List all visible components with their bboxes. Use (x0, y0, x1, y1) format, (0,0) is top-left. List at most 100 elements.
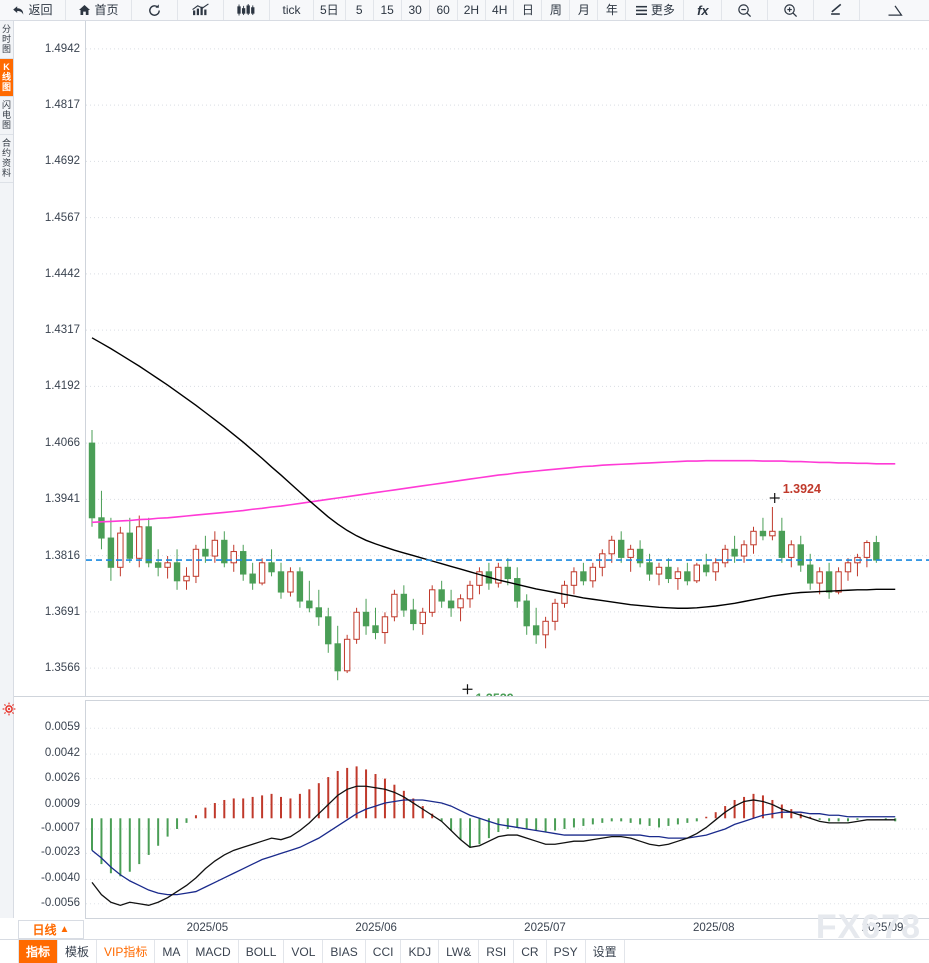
price-axis-tick: 1.4066 (44, 437, 80, 450)
candle (230, 544, 237, 572)
period-15-label: 15 (380, 3, 394, 17)
sidebar-item-lightning[interactable]: 闪电图 (0, 97, 13, 135)
candle (504, 558, 512, 586)
candle-body (457, 598, 464, 609)
indicator-button-vip[interactable]: VIP指标 (97, 940, 156, 963)
indicator-button-label: MA (162, 944, 181, 959)
more-button[interactable]: 更多 (626, 0, 685, 20)
indicator-button-rsi[interactable]: RSI (479, 940, 515, 963)
macd-chart-pane[interactable] (85, 700, 929, 918)
top-toolbar: 返回 首页 (0, 0, 929, 21)
candle-body (608, 539, 615, 555)
period-5-label: 5 (355, 3, 363, 17)
indicator-button-psy[interactable]: PSY (547, 940, 586, 963)
candle (580, 562, 587, 586)
hamburger-icon (635, 5, 647, 15)
candlestick-chart-type-button[interactable] (224, 0, 270, 20)
candle-body (391, 593, 398, 618)
line-chart-type-button[interactable] (178, 0, 224, 20)
candle-body (542, 620, 549, 636)
period-year[interactable]: 年 (598, 0, 627, 20)
period-30-label: 30 (408, 3, 422, 17)
candle (740, 540, 748, 563)
macd-axis-tick: 0.0042 (44, 747, 80, 760)
period-30[interactable]: 30 (402, 0, 430, 20)
candle (287, 567, 294, 597)
macd-axis-tick: 0.0026 (44, 771, 80, 784)
period-60[interactable]: 60 (430, 0, 458, 20)
period-year-label: 年 (605, 3, 618, 17)
sidebar-item-timeshare[interactable]: 分时图 (0, 21, 13, 59)
candle (835, 567, 842, 595)
candle (863, 540, 871, 568)
candle-body (721, 548, 729, 564)
candle (296, 567, 304, 608)
candle (117, 526, 124, 577)
sidebar-item-lightning-label: 闪电图 (1, 100, 11, 130)
back-button[interactable]: 返回 (0, 0, 66, 20)
candle-body (655, 566, 663, 575)
candle-body (429, 589, 436, 613)
candle (221, 531, 228, 568)
back-arrow-icon (13, 5, 24, 15)
period-5d[interactable]: 5日 (314, 0, 346, 20)
home-button[interactable]: 首页 (66, 0, 132, 20)
indicator-button-lw[interactable]: LW& (439, 940, 480, 963)
period-4h[interactable]: 4H (486, 0, 515, 20)
candle (202, 535, 209, 563)
marker-label: 1.3924 (783, 482, 821, 496)
indicator-button-bias[interactable]: BIAS (323, 940, 366, 963)
indicator-button-cci[interactable]: CCI (366, 940, 402, 963)
indicator-button-label: RSI (486, 944, 507, 959)
indicator-button-ma[interactable]: MA (155, 940, 189, 963)
candle (438, 580, 445, 608)
candle-body (825, 571, 833, 593)
period-60-label: 60 (436, 3, 450, 17)
candle (703, 553, 710, 577)
zoom-out-button[interactable] (722, 0, 769, 20)
period-5[interactable]: 5 (346, 0, 374, 20)
indicator-button-[interactable]: 设置 (586, 940, 625, 963)
candle-body (712, 562, 719, 573)
date-axis-tick: 2025/06 (355, 922, 397, 934)
sidebar-item-kline-label: K线图 (1, 62, 11, 92)
candle (873, 535, 880, 563)
trendline-tool-button[interactable] (814, 0, 861, 20)
sidebar-item-timeshare-label: 分时图 (1, 24, 11, 54)
candle-body (372, 625, 379, 634)
price-axis-tick: 1.4192 (44, 380, 80, 393)
candle-body (145, 526, 152, 564)
period-day[interactable]: 日 (514, 0, 543, 20)
indicator-button-macd[interactable]: MACD (188, 940, 239, 963)
candle (618, 531, 625, 563)
candle (608, 535, 615, 563)
indicator-button-kdj[interactable]: KDJ (401, 940, 440, 963)
more-label: 更多 (650, 3, 675, 17)
tab-tick[interactable]: tick (270, 0, 314, 20)
active-period-tab[interactable]: 日线 ▲ (18, 920, 84, 939)
period-2h[interactable]: 2H (458, 0, 487, 20)
price-chart-pane[interactable]: 1.3924 1.3539 (85, 21, 929, 696)
indicator-button-vol[interactable]: VOL (284, 940, 324, 963)
zoom-in-button[interactable] (768, 0, 815, 20)
candle-body (183, 575, 190, 582)
candle (495, 562, 502, 588)
shape-tool-button[interactable] (860, 0, 929, 20)
macd-axis-tick: -0.0056 (40, 896, 80, 909)
settings-sun-icon[interactable] (2, 702, 16, 716)
refresh-button[interactable] (132, 0, 178, 20)
indicator-button-[interactable]: 指标 (18, 940, 59, 963)
indicator-button-cr[interactable]: CR (514, 940, 547, 963)
period-15[interactable]: 15 (374, 0, 402, 20)
period-week[interactable]: 周 (542, 0, 571, 20)
sidebar-item-contract-info[interactable]: 合约资料 (0, 135, 13, 183)
period-month[interactable]: 月 (570, 0, 599, 20)
indicator-button-[interactable]: 模板 (58, 940, 98, 963)
indicator-button-boll[interactable]: BOLL (239, 940, 285, 963)
candle-body (788, 544, 795, 558)
sidebar-item-kline[interactable]: K线图 (0, 59, 13, 97)
candle-body (816, 571, 823, 584)
candle-body (117, 532, 124, 568)
candle-body (438, 589, 445, 602)
formula-button[interactable]: fx (684, 0, 723, 20)
